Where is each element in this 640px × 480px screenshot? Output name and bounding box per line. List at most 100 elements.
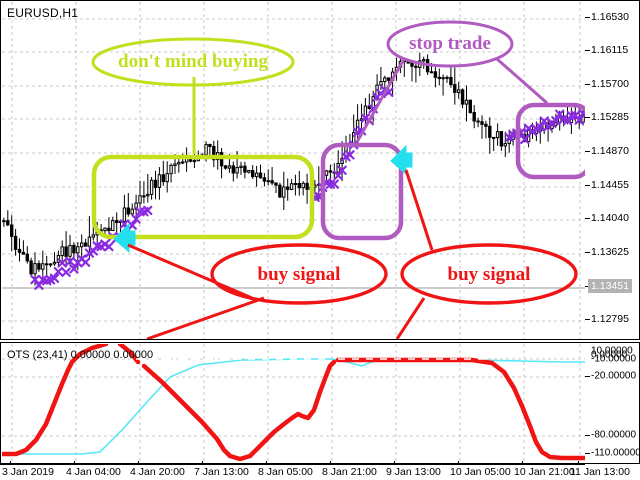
buy-signal-ellipse-1 — [210, 243, 388, 305]
candle-body — [282, 186, 286, 198]
price-tick-mark — [585, 117, 590, 118]
time-tick-label: 7 Jan 13:00 — [194, 466, 249, 478]
time-tick-label: 4 Jan 04:00 — [66, 466, 121, 478]
candle-body — [17, 248, 22, 253]
candle-body — [239, 165, 243, 168]
indicator-main-line-red — [2, 344, 585, 462]
sar-x-marker — [80, 257, 91, 267]
sar-x-marker — [578, 108, 585, 119]
candle-body — [270, 180, 274, 184]
time-tick-mark — [74, 461, 75, 465]
price-tick-mark — [585, 17, 590, 18]
candle-body — [445, 76, 449, 79]
indicator-name-label: OTS (23,41) 0.00000 0.00000 — [7, 349, 154, 361]
candle-body — [437, 76, 442, 80]
symbol-period-label: EURUSD,H1 — [7, 6, 79, 20]
candle-body — [115, 220, 119, 224]
candle-body — [254, 172, 259, 178]
sar-x-marker — [49, 273, 60, 283]
candle-body — [286, 186, 290, 190]
candle-body — [484, 123, 488, 127]
sar-marker-series — [30, 85, 585, 290]
candle-body — [111, 220, 115, 232]
indicator-axis[interactable]: 10.00000 0.00000 -10.00000 -20.00000 -80.000… — [585, 342, 640, 464]
price-tick-mark — [585, 218, 590, 219]
price-tick-mark — [585, 252, 590, 253]
candle-body — [538, 128, 542, 132]
candle-body — [235, 167, 239, 174]
candle-body — [29, 260, 33, 275]
candle-body — [87, 236, 92, 247]
indicator-plot-area[interactable]: OTS (23,41) 0.00000 0.00000 — [2, 344, 585, 463]
candle-body — [142, 195, 146, 198]
indicator-grid-lines — [2, 344, 585, 463]
candle-body — [231, 165, 236, 174]
sar-x-marker — [551, 116, 561, 126]
price-tick-mark — [585, 286, 590, 287]
candle-body — [33, 263, 37, 275]
sar-x-marker — [104, 241, 114, 252]
sar-x-marker — [574, 115, 584, 125]
candle-body — [103, 227, 107, 232]
red-leader-2b — [395, 297, 426, 339]
time-tick-label: 10 Jan 05:00 — [450, 466, 511, 478]
time-tick-label: 4 Jan 20:00 — [130, 466, 185, 478]
candle-body — [177, 161, 181, 165]
indicator-tick-label: 0.00000 — [591, 349, 628, 361]
indicator-pane[interactable]: OTS (23,41) 0.00000 0.00000 — [0, 342, 640, 464]
indicator-tick-label: -20.00000 — [591, 370, 637, 382]
time-tick-mark — [266, 461, 267, 465]
time-axis-rule — [0, 464, 585, 465]
candle-body — [480, 121, 484, 125]
candle-body — [297, 183, 302, 189]
time-tick-mark — [394, 461, 395, 465]
candle-body — [247, 170, 251, 173]
price-tick-label: 1.15285 — [591, 111, 629, 123]
time-tick-mark — [330, 461, 331, 465]
indicator-svg — [2, 344, 585, 463]
candle-body — [48, 263, 53, 266]
sar-x-marker — [520, 134, 530, 145]
candle-body — [13, 235, 18, 250]
time-tick-label: 9 Jan 13:00 — [386, 466, 441, 478]
candle-body — [122, 207, 127, 222]
sar-x-marker — [30, 274, 40, 285]
indicator-signal-line-cyan — [2, 358, 585, 455]
candle-body — [91, 234, 95, 238]
sar-x-marker — [57, 258, 67, 268]
candle-body — [453, 84, 457, 93]
sar-x-marker — [329, 179, 339, 189]
candle-body — [107, 227, 111, 232]
price-tick-label: 1.15700 — [591, 78, 629, 90]
red-leader-1a — [127, 243, 253, 300]
time-tick-label: 11 Jan 13:00 — [570, 466, 630, 478]
time-axis[interactable]: 3 Jan 2019 4 Jan 04:00 4 Jan 20:00 7 Jan 13… — [0, 461, 640, 480]
candle-body — [328, 170, 333, 173]
price-tick-mark — [585, 185, 590, 186]
candle-body — [266, 180, 270, 183]
time-tick-mark — [10, 461, 11, 465]
time-tick-label: 8 Jan 21:00 — [322, 466, 377, 478]
indicator-tick-label: -10.00000 — [591, 353, 637, 365]
price-axis[interactable]: 1.16530 1.16115 1.15700 1.15285 1.14870 1.144… — [585, 0, 640, 340]
purple-zone-rect-left — [320, 142, 404, 241]
candle-body — [460, 89, 465, 105]
green-zone-rect — [91, 154, 315, 240]
purple-callout-ellipse — [386, 20, 514, 68]
price-chart-pane[interactable]: don't mind buying stop trade buy signal … — [0, 0, 640, 340]
price-tick-mark — [585, 84, 590, 85]
time-tick-label: 3 Jan 2019 — [2, 466, 54, 478]
candle-body — [433, 71, 438, 78]
candle-body — [138, 195, 142, 204]
candle-body — [503, 143, 508, 147]
sar-x-marker — [69, 264, 79, 274]
candle-body — [422, 59, 426, 62]
price-plot-area[interactable]: don't mind buying stop trade buy signal … — [2, 2, 585, 339]
sar-x-marker — [61, 267, 71, 277]
candle-body — [68, 244, 72, 257]
sar-x-marker — [127, 220, 137, 230]
indicator-tick-mark — [585, 453, 590, 454]
candle-body — [149, 179, 154, 195]
time-tick-mark — [202, 461, 203, 465]
candle-body — [25, 253, 30, 262]
